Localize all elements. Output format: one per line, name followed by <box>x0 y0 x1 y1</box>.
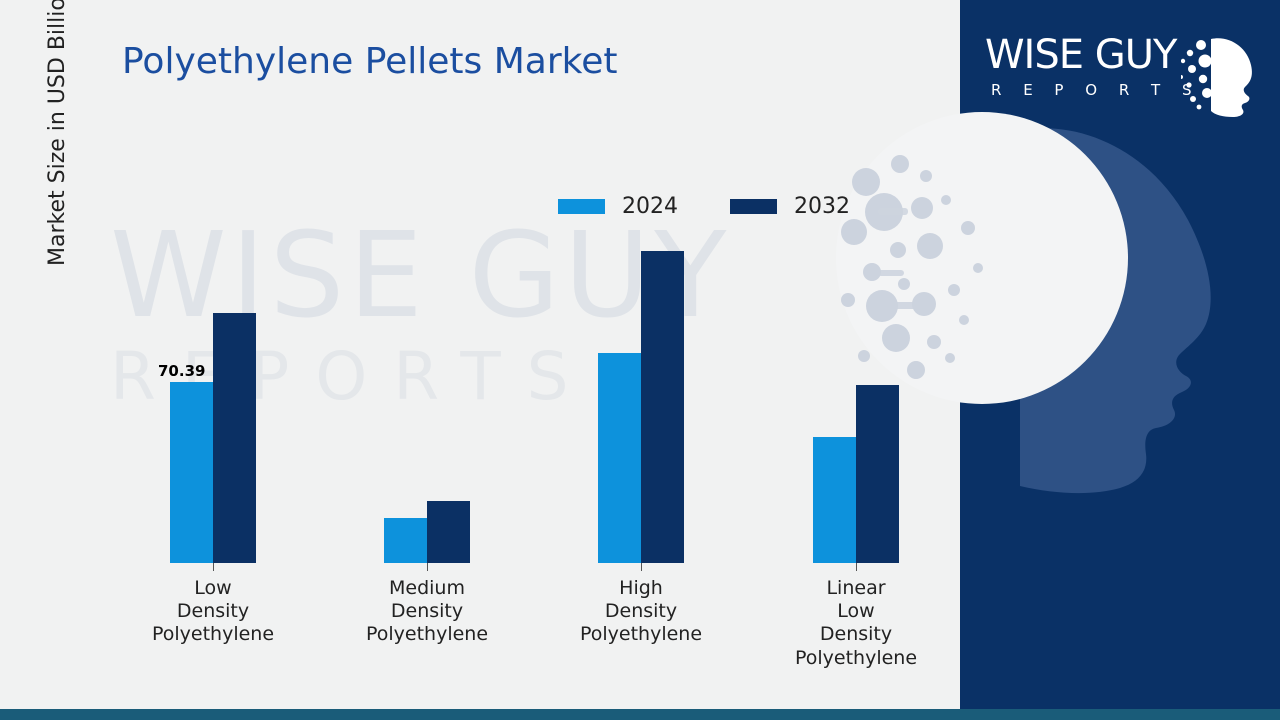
legend-item-2024[interactable]: 2024 <box>558 194 678 219</box>
chart-legend: 2024 2032 <box>558 194 850 219</box>
bar-2024-0[interactable] <box>170 382 213 563</box>
bar-2024-3[interactable] <box>813 437 856 563</box>
bar-2032-2[interactable] <box>641 251 684 563</box>
bar-2032-3[interactable] <box>856 385 899 563</box>
dot-network-icon <box>841 155 983 379</box>
plot-area: Low Density Polyethylene Medium Density P… <box>151 251 917 669</box>
legend-label-2024: 2024 <box>622 194 678 219</box>
bar-2032-0[interactable] <box>213 313 256 563</box>
bar-value-label: 70.39 <box>158 362 206 380</box>
legend-swatch-2032 <box>730 199 777 214</box>
bar-2032-1[interactable] <box>427 501 470 563</box>
x-axis-tick <box>213 563 214 571</box>
logo-head-icon <box>1181 38 1252 117</box>
legend-item-2032[interactable]: 2032 <box>730 194 850 219</box>
legend-label-2032: 2032 <box>794 194 850 219</box>
logo-tagline: R E P O R T S <box>991 81 1200 99</box>
x-axis-label-3: Linear Low Density Polyethylene <box>794 577 918 669</box>
bottom-accent-strip <box>0 709 1280 720</box>
page-title: Polyethylene Pellets Market <box>122 41 618 82</box>
logo-wordmark: WISE GUY <box>985 32 1177 78</box>
x-axis-label-2: High Density Polyethylene <box>579 577 703 646</box>
x-axis-label-0: Low Density Polyethylene <box>151 577 275 646</box>
decorative-circle <box>836 112 1128 404</box>
x-axis-tick <box>427 563 428 571</box>
brand-logo: WISE GUY R E P O R T S <box>985 32 1252 117</box>
x-axis-label-1: Medium Density Polyethylene <box>365 577 489 646</box>
bar-2024-1[interactable] <box>384 518 427 563</box>
x-axis-tick <box>856 563 857 571</box>
bar-2024-2[interactable] <box>598 353 641 563</box>
y-axis-label: Market Size in USD Billion <box>45 0 70 266</box>
x-axis-tick <box>641 563 642 571</box>
legend-swatch-2024 <box>558 199 605 214</box>
